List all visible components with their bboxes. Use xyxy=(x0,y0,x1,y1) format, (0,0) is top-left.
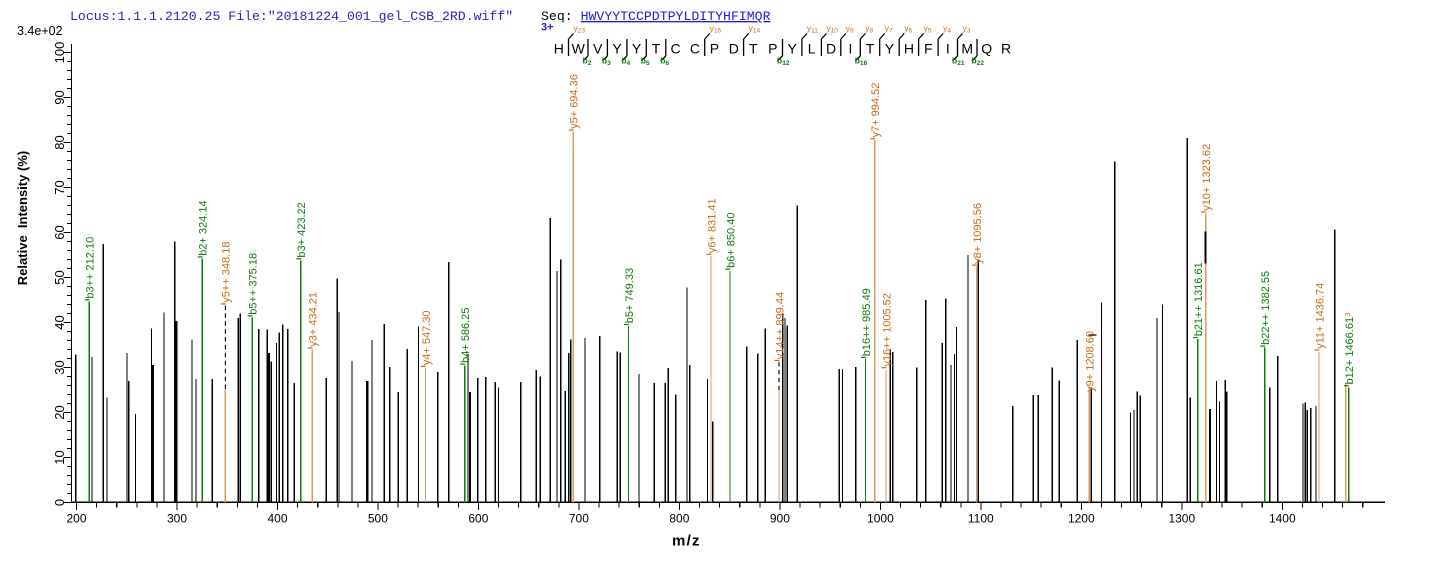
svg-text:b5: b5 xyxy=(641,56,650,68)
svg-text:y7: y7 xyxy=(885,23,893,35)
svg-text:b3+ 423.22: b3+ 423.22 xyxy=(296,202,308,257)
svg-text:m / z: m / z xyxy=(672,533,700,550)
svg-text:y10: y10 xyxy=(826,23,838,35)
svg-text:Locus:1.1.1.2120.25 File:"2018: Locus:1.1.1.2120.25 File:"20181224_001_g… xyxy=(70,9,513,24)
svg-text:y3+ 434.21: y3+ 434.21 xyxy=(308,292,320,347)
svg-text:H: H xyxy=(904,41,914,57)
svg-text:y11: y11 xyxy=(807,23,818,35)
svg-text:T: T xyxy=(749,41,758,57)
svg-text:y11+ 1436.74: y11+ 1436.74 xyxy=(1314,283,1326,349)
svg-text:F: F xyxy=(924,41,933,57)
svg-text:y9: y9 xyxy=(846,23,854,35)
svg-text:80: 80 xyxy=(52,135,67,149)
svg-text:3+: 3+ xyxy=(541,22,554,34)
svg-text:D: D xyxy=(729,41,739,57)
svg-text:600: 600 xyxy=(468,512,488,526)
svg-text:1300: 1300 xyxy=(1168,512,1195,526)
svg-text:90: 90 xyxy=(52,90,67,104)
svg-text:70: 70 xyxy=(52,180,67,194)
svg-text:Q: Q xyxy=(981,41,992,57)
svg-text:Y: Y xyxy=(612,41,622,57)
svg-text:y5+ 694.36: y5+ 694.36 xyxy=(569,74,581,129)
svg-text:b6: b6 xyxy=(660,56,669,68)
svg-text:b5++ 375.18: b5++ 375.18 xyxy=(248,253,260,315)
svg-text:C: C xyxy=(670,41,680,57)
svg-text:y5: y5 xyxy=(924,23,932,35)
svg-text:20: 20 xyxy=(52,405,67,419)
svg-text:Relative Intensity (%): Relative Intensity (%) xyxy=(15,151,30,285)
svg-text:y14++ 899.44: y14++ 899.44 xyxy=(774,292,786,359)
svg-text:b4+ 586.25: b4+ 586.25 xyxy=(460,308,472,363)
svg-text:b6+ 850.40: b6+ 850.40 xyxy=(725,213,737,268)
svg-text:b2+ 324.14: b2+ 324.14 xyxy=(198,200,210,255)
svg-text:b21: b21 xyxy=(952,56,965,68)
svg-text:H: H xyxy=(554,41,564,57)
svg-text:40: 40 xyxy=(52,315,67,329)
svg-text:y23: y23 xyxy=(574,23,586,35)
svg-text:3.4e+02: 3.4e+02 xyxy=(17,24,63,38)
svg-text:y7+ 994.52: y7+ 994.52 xyxy=(870,83,882,138)
svg-text:y8+ 1095.56: y8+ 1095.56 xyxy=(972,203,984,264)
svg-text:Y: Y xyxy=(885,41,895,57)
svg-text:y10+ 1323.62: y10+ 1323.62 xyxy=(1201,144,1213,211)
svg-text:y4+ 547.30: y4+ 547.30 xyxy=(421,310,433,365)
svg-text:60: 60 xyxy=(52,225,67,239)
svg-text:T: T xyxy=(652,41,661,57)
svg-text:M: M xyxy=(961,41,973,57)
svg-text:Seq: HWVYYTCCPDTPYLDITYHFIMQR: Seq: HWVYYTCCPDTPYLDITYHFIMQR xyxy=(541,9,771,24)
svg-text:700: 700 xyxy=(569,512,589,526)
svg-text:1100: 1100 xyxy=(968,512,994,526)
svg-text:y5++ 348.18: y5++ 348.18 xyxy=(221,242,233,303)
svg-text:b21++ 1316.61: b21++ 1316.61 xyxy=(1193,262,1205,336)
svg-text:100: 100 xyxy=(52,42,67,64)
svg-text:b12+ 1466.613: b12+ 1466.613 xyxy=(1343,313,1356,385)
svg-text:Y: Y xyxy=(788,41,798,57)
svg-text:500: 500 xyxy=(368,512,388,526)
svg-text:b4: b4 xyxy=(621,56,630,68)
svg-text:P: P xyxy=(710,41,719,57)
svg-text:y4: y4 xyxy=(943,23,951,35)
svg-text:R: R xyxy=(1001,41,1011,57)
svg-text:b3: b3 xyxy=(602,56,611,68)
svg-text:y9+ 1208.60: y9+ 1208.60 xyxy=(1085,331,1097,392)
svg-text:b2: b2 xyxy=(583,56,592,68)
svg-text:200: 200 xyxy=(66,512,86,526)
svg-text:D: D xyxy=(826,41,836,57)
svg-text:I: I xyxy=(946,41,950,57)
svg-text:0: 0 xyxy=(52,499,67,506)
svg-text:b16: b16 xyxy=(855,56,868,68)
svg-text:W: W xyxy=(572,41,586,57)
svg-text:C: C xyxy=(690,41,700,57)
svg-text:b22: b22 xyxy=(972,56,985,68)
svg-text:b5+ 749.33: b5+ 749.33 xyxy=(624,268,636,323)
svg-text:y16: y16 xyxy=(710,23,722,35)
svg-text:400: 400 xyxy=(267,512,287,526)
svg-text:y14: y14 xyxy=(749,23,761,35)
svg-text:1200: 1200 xyxy=(1068,512,1095,526)
svg-text:L: L xyxy=(808,41,816,57)
svg-text:b22++ 1382.55: b22++ 1382.55 xyxy=(1260,271,1272,345)
svg-text:b3++ 212.10: b3++ 212.10 xyxy=(85,237,97,299)
svg-text:Y: Y xyxy=(632,41,642,57)
svg-text:y8: y8 xyxy=(865,23,873,35)
svg-text:b16++ 985.49: b16++ 985.49 xyxy=(861,288,873,356)
svg-text:900: 900 xyxy=(770,512,790,526)
svg-text:y6+ 831.41: y6+ 831.41 xyxy=(706,198,718,253)
svg-text:10: 10 xyxy=(52,450,67,464)
svg-text:T: T xyxy=(866,41,875,57)
svg-text:800: 800 xyxy=(669,512,689,526)
svg-text:V: V xyxy=(593,41,603,57)
svg-text:P: P xyxy=(768,41,777,57)
svg-text:y16++ 1005.52: y16++ 1005.52 xyxy=(881,293,893,366)
svg-text:50: 50 xyxy=(52,270,67,284)
svg-text:300: 300 xyxy=(167,512,187,526)
svg-text:1000: 1000 xyxy=(867,512,894,526)
svg-text:I: I xyxy=(849,41,853,57)
svg-text:y6: y6 xyxy=(904,23,912,35)
svg-text:30: 30 xyxy=(52,360,67,374)
svg-text:1400: 1400 xyxy=(1269,512,1296,526)
svg-text:y3: y3 xyxy=(963,23,971,35)
svg-text:b12: b12 xyxy=(777,56,790,68)
